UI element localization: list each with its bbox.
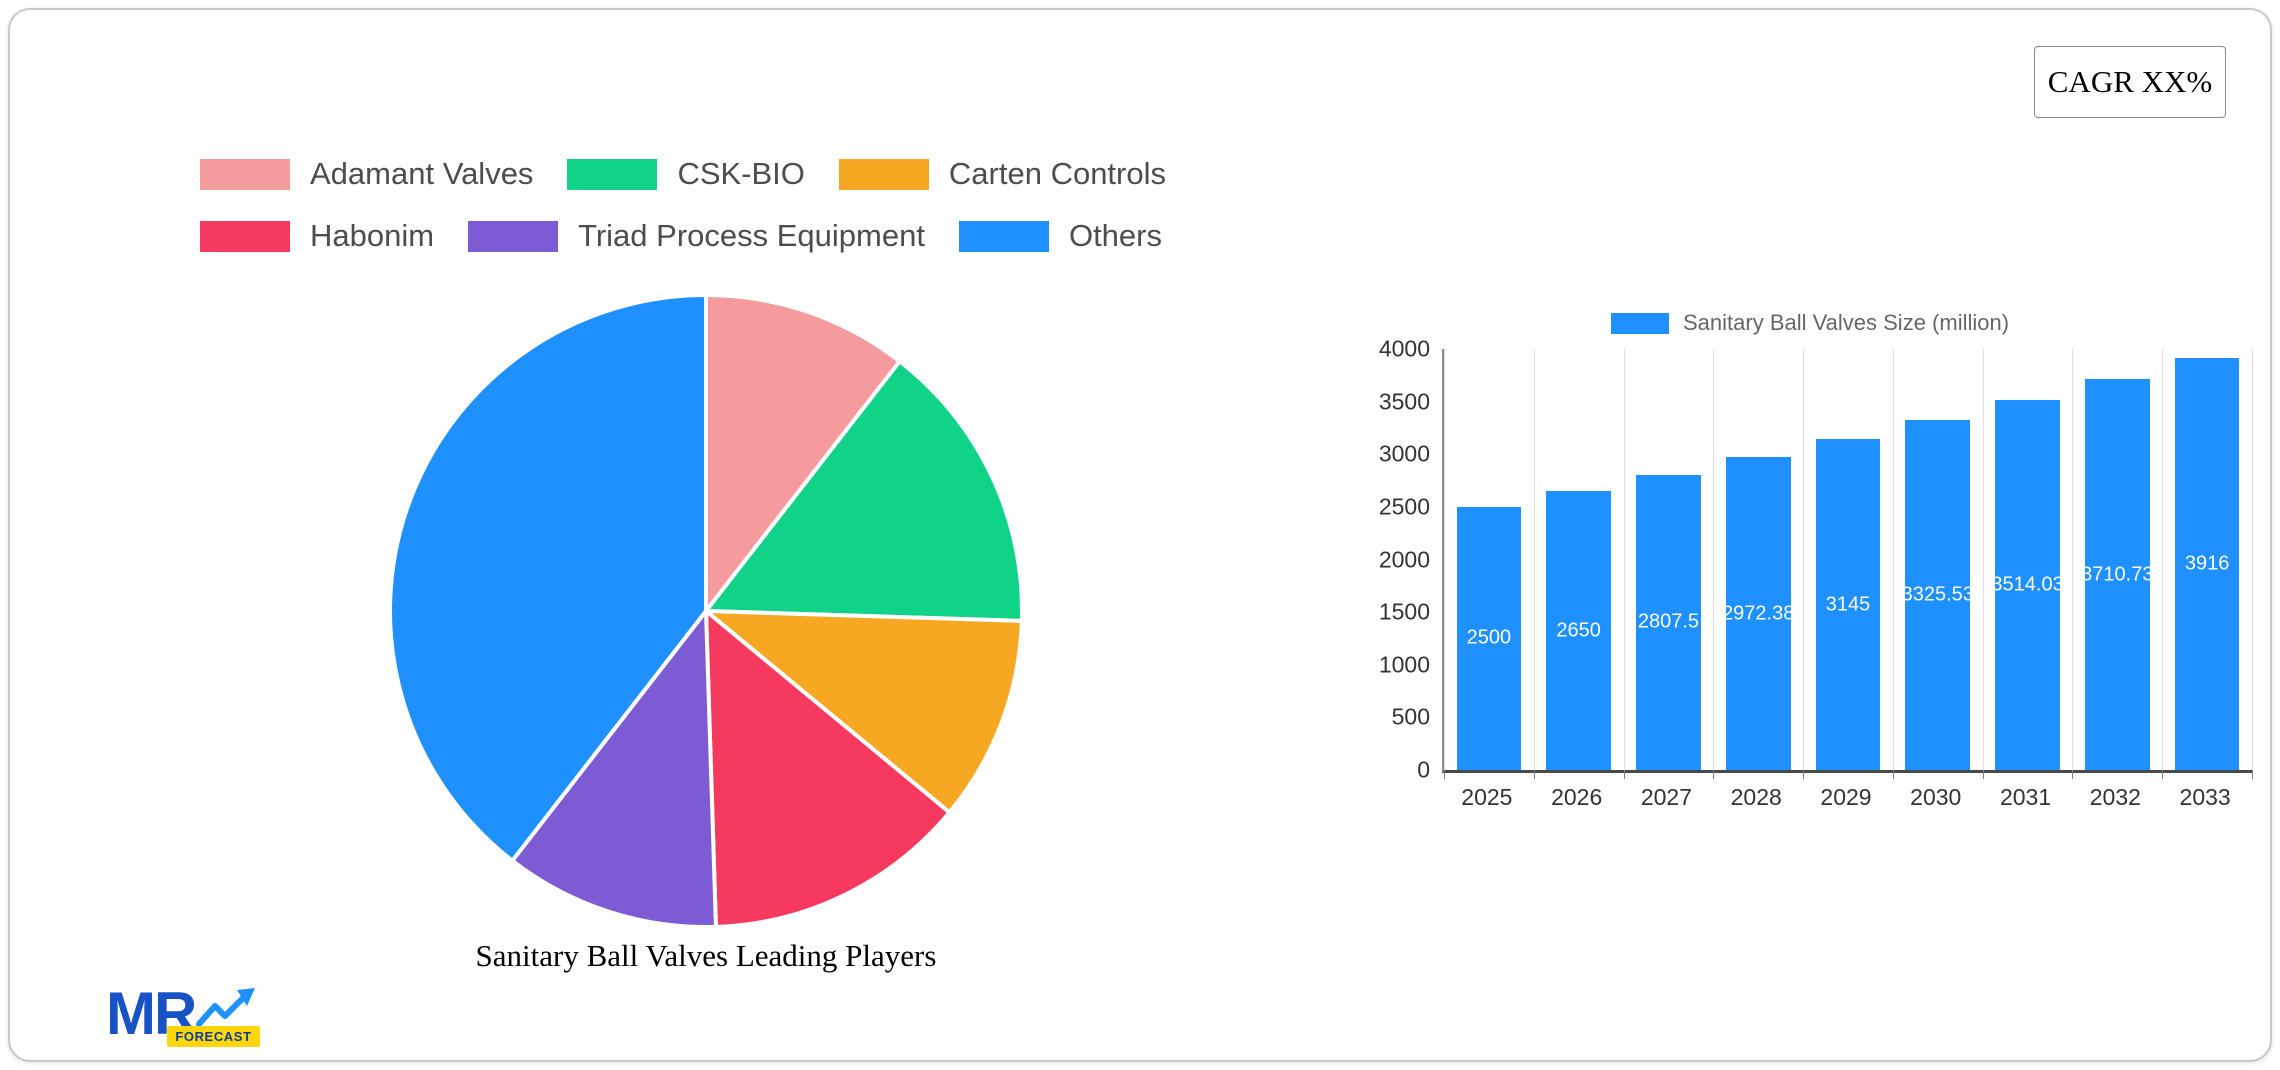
legend-label: Triad Process Equipment	[578, 218, 925, 253]
legend-label: Adamant Valves	[310, 156, 534, 191]
gridline	[2252, 349, 2253, 770]
x-axis-label: 2026	[1551, 784, 1603, 810]
bar-2026: 2650	[1546, 491, 1611, 770]
bar-2027: 2807.5	[1636, 474, 1701, 770]
axis-tick	[1982, 770, 1984, 779]
bar-plot: 2500 2650 2807.5 2972.38 3145 3325.53 3514.03 3…	[1442, 349, 2253, 779]
legend-swatch	[200, 220, 290, 252]
trend-arrow-icon	[196, 988, 256, 1027]
y-axis-label: 1000	[1378, 651, 1430, 678]
bar-value-label: 3916	[2184, 552, 2230, 575]
y-axis-label: 3000	[1378, 440, 1430, 467]
pie-slice-carten-controls	[704, 609, 1024, 815]
legend-label: Others	[1068, 218, 1162, 253]
legend-item-csk-bio: CSK-BIO	[567, 156, 805, 192]
legend-swatch	[468, 220, 559, 252]
bar-y-axis: 0 500 1000 1500 2000 2500 3000 3500 4000	[1340, 337, 1430, 781]
pie-chart	[388, 293, 1024, 929]
bar-value-label: 2650	[1556, 619, 1601, 642]
legend-label: CSK-BIO	[677, 156, 805, 191]
bar-legend-swatch	[1611, 312, 1669, 334]
legend-row: Habonim Triad Process Equipment Others	[200, 218, 1166, 254]
y-axis-label: 3500	[1378, 388, 1430, 415]
bar-2031: 3514.03	[1991, 400, 2064, 770]
legend-item-triad-process-equipment: Triad Process Equipment	[468, 218, 925, 254]
legend-label: Habonim	[310, 218, 435, 253]
gridline	[1982, 349, 1984, 770]
legend-item-adamant-valves: Adamant Valves	[200, 156, 533, 192]
axis-tick	[1803, 770, 1805, 779]
logo-forecast-badge: FORECAST	[167, 1026, 260, 1047]
bar-value-label: 3514.03	[1991, 573, 2064, 596]
gridline	[1533, 349, 1535, 770]
axis-tick	[1623, 770, 1625, 779]
legend-item-habonim: Habonim	[200, 218, 434, 254]
x-axis-label: 2028	[1730, 784, 1782, 810]
bar-value-label: 3710.73	[2081, 563, 2154, 586]
legend-item-others: Others	[958, 218, 1162, 254]
gridline	[2072, 349, 2074, 770]
cagr-box: CAGR XX%	[2034, 46, 2226, 118]
axis-tick	[1533, 770, 1535, 779]
bar-2030: 3325.53	[1902, 420, 1974, 770]
bar-2025: 2500	[1456, 506, 1522, 770]
axis-tick	[2072, 770, 2074, 779]
bar-x-axis: 2025 2026 2027 2028 2029 2030 2031 2032 2033	[1442, 784, 2250, 816]
bar-legend-label: Sanitary Ball Valves Size (million)	[1683, 310, 2010, 335]
bar-2033: 3916	[2174, 357, 2240, 770]
gridline	[1803, 349, 1805, 770]
x-axis-label: 2030	[1910, 784, 1962, 810]
pie-slice-csk-bio	[704, 359, 1024, 623]
pie-slice-others	[388, 293, 708, 863]
x-axis-label: 2031	[1999, 784, 2052, 810]
bar-value-label: 2807.5	[1637, 610, 1700, 633]
axis-tick	[2252, 770, 2253, 779]
axis-tick	[1713, 770, 1715, 779]
pie-slice-triad-process-equipment	[510, 609, 718, 929]
gridline	[1444, 349, 1445, 770]
pie-slice-adamant-valves	[704, 293, 902, 613]
y-axis-label: 2000	[1378, 546, 1430, 572]
y-axis-label: 4000	[1378, 335, 1430, 362]
chart-card: CAGR XX% Adamant Valves CSK-BIO Carten Con…	[8, 8, 2272, 1062]
pie-slice-habonim	[704, 609, 952, 929]
gridline	[1623, 349, 1625, 770]
pie-legend: Adamant Valves CSK-BIO Carten Controls Habo…	[200, 156, 1166, 280]
mr-forecast-logo: MR FORECAST	[106, 983, 260, 1047]
x-axis-label: 2027	[1640, 784, 1693, 810]
bar-2032: 3710.73	[2081, 379, 2153, 770]
bar-chart: 0 500 1000 1500 2000 2500 3000 3500 4000 2500 265…	[1379, 337, 2253, 810]
pie-chart-title: Sanitary Ball Valves Leading Players	[475, 938, 937, 973]
legend-swatch	[838, 158, 929, 190]
legend-label: Carten Controls	[948, 156, 1166, 191]
legend-item-carten-controls: Carten Controls	[838, 156, 1166, 192]
axis-tick	[1892, 770, 1894, 779]
legend-row: Adamant Valves CSK-BIO Carten Controls	[200, 156, 1166, 192]
x-axis-label: 2032	[2089, 784, 2141, 810]
cagr-label: CAGR XX%	[2047, 64, 2213, 99]
x-axis-label: 2033	[2179, 784, 2231, 810]
legend-swatch	[200, 158, 290, 190]
bar-2028: 2972.38	[1722, 457, 1794, 770]
y-axis-label: 500	[1391, 703, 1430, 730]
gridline	[2162, 349, 2164, 770]
bar-value-label: 3325.53	[1901, 583, 1974, 606]
gridline	[1892, 349, 1894, 770]
y-axis-label: 1500	[1378, 598, 1430, 625]
axis-tick	[2162, 770, 2164, 779]
bar-value-label: 2500	[1466, 626, 1512, 649]
legend-swatch	[958, 220, 1049, 252]
y-axis-label: 0	[1417, 756, 1430, 783]
gridline	[1713, 349, 1715, 770]
x-axis-label: 2029	[1820, 784, 1872, 810]
bar-value-label: 3145	[1825, 593, 1871, 615]
axis-tick	[1444, 770, 1445, 779]
y-axis-label: 2500	[1378, 493, 1430, 520]
x-axis-label: 2025	[1461, 784, 1513, 810]
bar-legend: Sanitary Ball Valves Size (million)	[1611, 310, 2009, 336]
bar-value-label: 2972.38	[1722, 602, 1795, 625]
legend-swatch	[567, 158, 658, 190]
bar-2029: 3145	[1815, 439, 1881, 770]
